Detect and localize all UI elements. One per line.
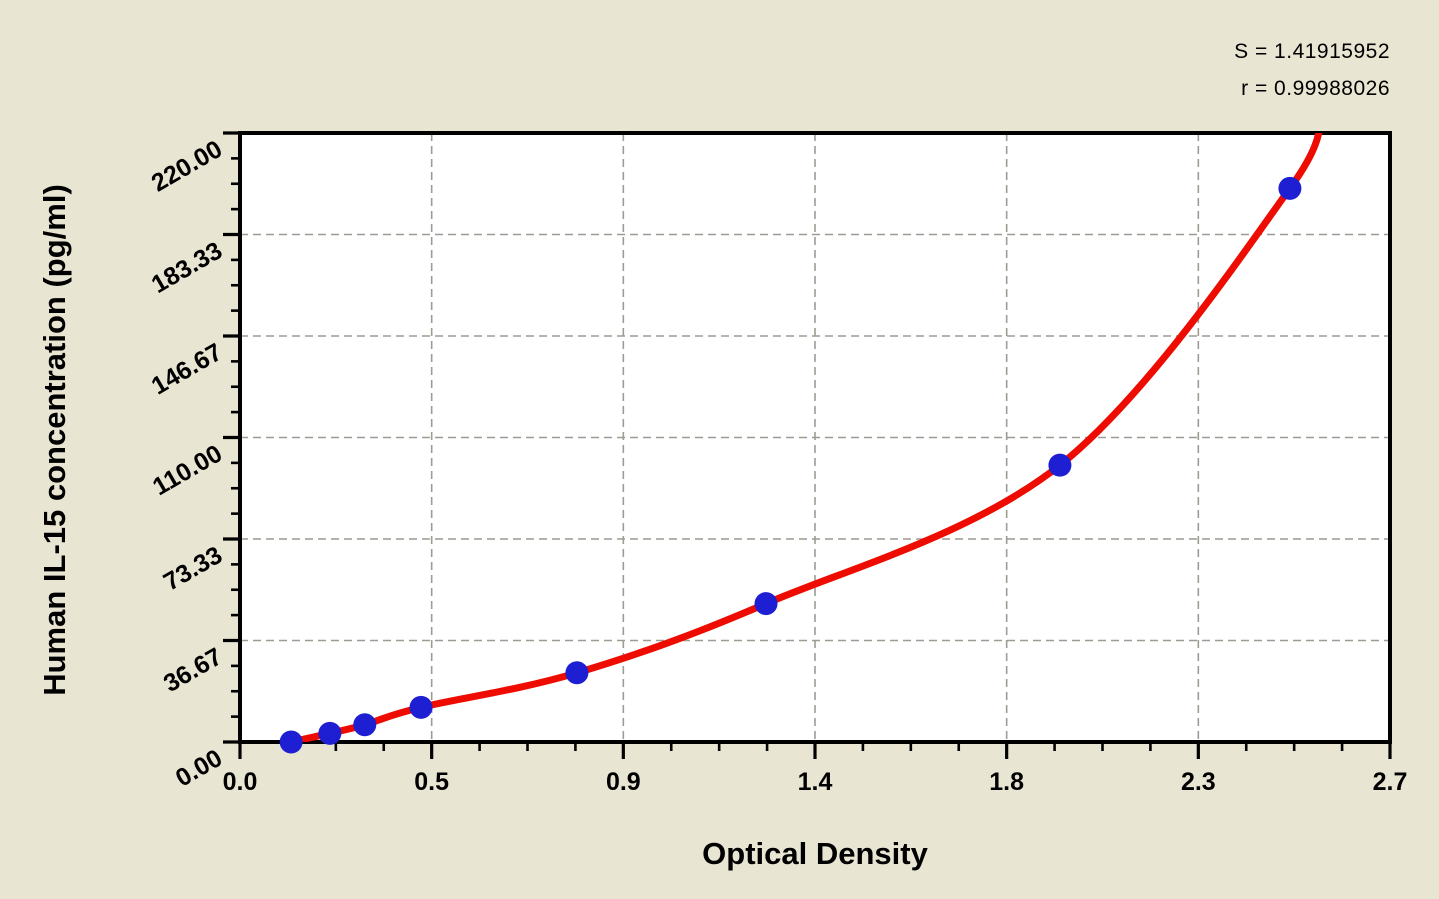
standard-data-point [1278, 176, 1302, 200]
x-tick-label: 1.8 [989, 768, 1024, 796]
fit-statistics: S = 1.41915952 r = 0.99988026 [1234, 33, 1390, 107]
fit-r-value: r = 0.99988026 [1241, 77, 1390, 100]
plot-border [238, 131, 1392, 744]
x-tick-label: 2.3 [1181, 768, 1216, 796]
standard-data-point [318, 721, 342, 745]
x-axis-title: Optical Density [702, 836, 928, 871]
fit-s-value: S = 1.41915952 [1234, 40, 1390, 63]
standard-data-point [279, 730, 303, 754]
y-tick-label: 220.00 [147, 135, 227, 197]
standard-data-point [353, 713, 377, 737]
y-tick-label: 0.00 [171, 744, 227, 793]
standard-data-point [1048, 453, 1072, 477]
y-axis-title: Human IL-15 concentration (pg/ml) [37, 184, 72, 696]
y-tick-label: 36.67 [159, 642, 227, 698]
standard-data-point [565, 661, 589, 685]
x-tick-label: 0.5 [414, 768, 449, 796]
y-tick-label: 73.33 [159, 541, 227, 597]
y-tick-label: 110.00 [148, 439, 227, 501]
x-tick-label: 1.4 [798, 768, 833, 796]
standard-data-point [754, 592, 778, 616]
standard-data-point [409, 695, 433, 719]
x-tick-label: 0.9 [606, 768, 641, 796]
x-tick-label: 0.0 [223, 768, 258, 796]
x-tick-label: 2.7 [1373, 768, 1408, 796]
y-tick-label: 146.67 [147, 338, 227, 400]
y-tick-label: 183.33 [147, 236, 227, 298]
